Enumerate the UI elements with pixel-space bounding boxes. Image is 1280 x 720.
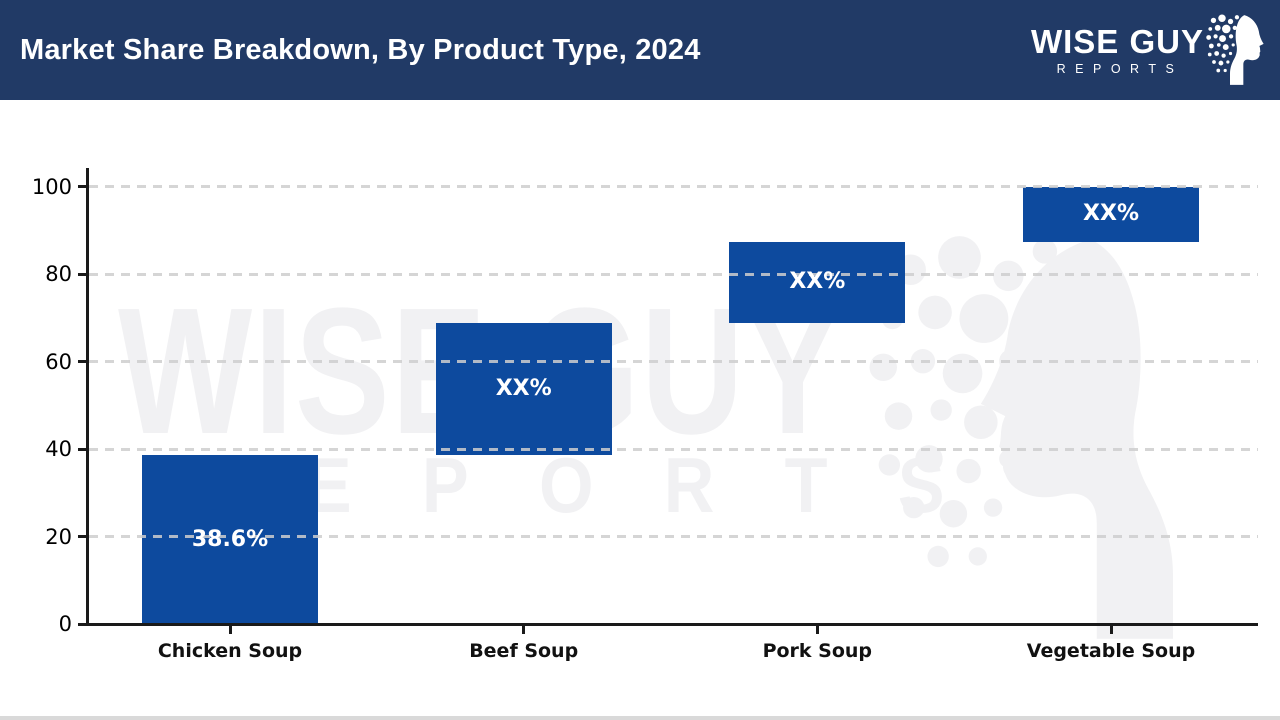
y-tickmark-40	[78, 447, 87, 451]
y-tickmark-0	[78, 622, 87, 626]
x-tickmark-pork-soup	[815, 626, 819, 634]
y-axis	[86, 168, 89, 626]
y-tick-label-80: 80	[45, 262, 72, 286]
y-tickmark-60	[78, 360, 87, 363]
header-bar: Market Share Breakdown, By Product Type,…	[0, 0, 1280, 100]
x-axis	[86, 622, 1258, 626]
x-tick-label-chicken-soup: Chicken Soup	[157, 640, 303, 662]
gridline-100	[89, 185, 1258, 188]
bar-pork-soup	[729, 241, 906, 323]
bar-value-label-vegetable-soup: XX%	[1083, 201, 1139, 227]
x-tick-label-beef-soup: Beef Soup	[469, 640, 579, 662]
bar-value-label-chicken-soup: 38.6%	[191, 526, 269, 552]
y-tick-label-60: 60	[45, 349, 72, 374]
y-tickmark-20	[78, 535, 87, 538]
brand-head-icon	[1206, 14, 1264, 85]
y-tickmark-80	[78, 272, 87, 276]
bottom-strip	[0, 716, 1280, 720]
y-tick-label-20: 20	[45, 524, 72, 549]
gridline-80	[89, 272, 1258, 276]
brand-wordmark: WISE GUY REPORTS	[1031, 25, 1204, 76]
x-tick-label-vegetable-soup: Vegetable Soup	[1026, 640, 1196, 662]
gridline-20	[89, 535, 1258, 538]
gridline-40	[89, 447, 1258, 451]
watermark-head-icon	[869, 236, 1173, 639]
y-tick-label-0: 0	[58, 612, 72, 636]
page-title: Market Share Breakdown, By Product Type,…	[20, 33, 701, 66]
bar-value-label-beef-soup: XX%	[495, 376, 552, 402]
brand-wordmark-main: WISE GUY	[1030, 22, 1204, 60]
brand-logo: WISE GUY REPORTS	[1031, 10, 1280, 90]
x-tickmark-chicken-soup	[228, 626, 232, 634]
y-tick-label-40: 40	[45, 437, 72, 461]
x-tickmark-vegetable-soup	[1109, 626, 1113, 634]
bar-vegetable-soup	[1023, 186, 1199, 242]
bar-value-label-pork-soup: XX%	[789, 269, 846, 295]
bar-beef-soup	[435, 323, 612, 456]
gridline-60	[89, 360, 1258, 363]
x-tick-label-pork-soup: Pork Soup	[762, 640, 873, 662]
y-tickmark-100	[78, 185, 87, 188]
y-tick-label-100: 100	[31, 174, 72, 199]
x-tickmark-beef-soup	[522, 626, 526, 634]
brand-wordmark-sub: REPORTS	[1056, 61, 1184, 76]
bar-chicken-soup	[142, 455, 318, 624]
